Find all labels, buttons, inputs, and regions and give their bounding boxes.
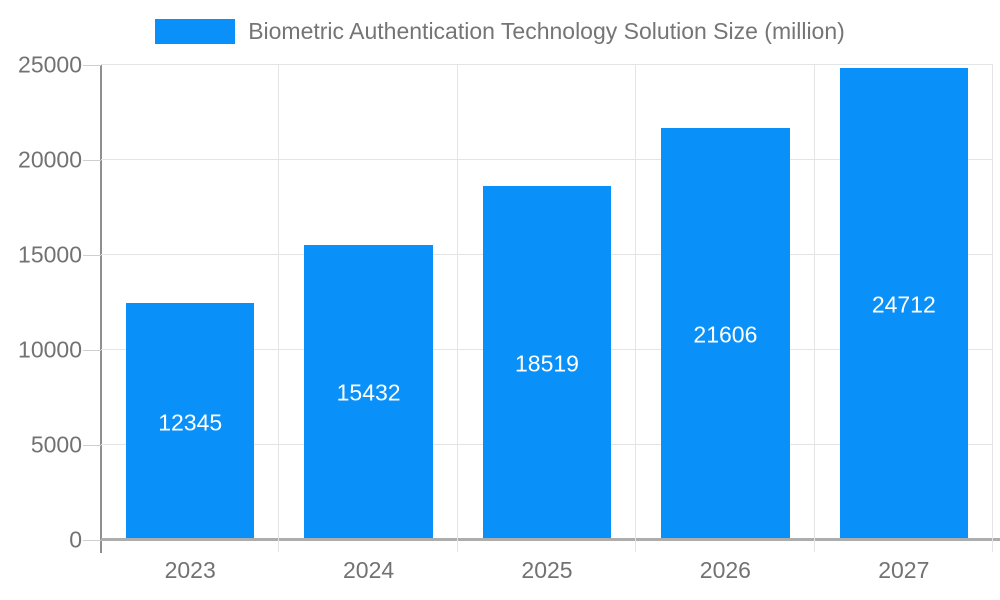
plot-area: 0 5000 10000 15000 20000 25000 12345 2023 15432 2…	[18, 52, 1000, 583]
v-gridline	[456, 65, 458, 552]
bar-2025	[482, 186, 612, 538]
y-tick	[83, 160, 101, 161]
y-axis-tick-label: 20000	[18, 146, 82, 173]
y-tick	[83, 540, 101, 541]
h-gridline	[101, 159, 993, 160]
bar-2023	[125, 303, 255, 538]
chart-legend: Biometric Authentication Technology Solu…	[0, 18, 1000, 45]
bar-value-label: 12345	[158, 409, 223, 436]
y-tick	[83, 65, 101, 66]
y-axis-tick-label: 0	[69, 526, 82, 553]
bar-2024	[304, 244, 433, 538]
h-gridline	[101, 64, 993, 65]
y-axis-line	[100, 65, 102, 553]
legend-label: Biometric Authentication Technology Solu…	[248, 18, 845, 44]
bar-value-label: 21606	[693, 321, 758, 348]
x-axis-tick-label: 2026	[699, 557, 751, 583]
x-axis-line	[101, 538, 1000, 541]
bar-value-label: 18519	[515, 350, 579, 377]
x-axis-tick-label: 2027	[878, 557, 930, 583]
y-tick	[83, 445, 101, 446]
v-gridline	[992, 65, 993, 552]
x-axis-tick-label: 2023	[164, 557, 216, 583]
v-gridline	[635, 65, 637, 552]
legend-swatch	[155, 19, 236, 44]
x-axis-tick-label: 2025	[521, 557, 573, 583]
v-gridline	[278, 65, 280, 552]
y-tick	[83, 350, 101, 351]
y-tick	[83, 255, 101, 256]
x-axis-tick-label: 2024	[343, 557, 395, 583]
y-axis-tick-label: 5000	[30, 431, 82, 458]
y-axis-tick-label: 25000	[18, 51, 82, 78]
bar-value-label: 24712	[871, 291, 936, 318]
y-axis-tick-label: 15000	[18, 241, 82, 268]
bar-2026	[661, 127, 790, 538]
v-gridline	[813, 65, 815, 552]
y-axis-tick-label: 10000	[18, 336, 82, 363]
bar-value-label: 15432	[336, 379, 401, 406]
bar-2027	[839, 68, 968, 538]
